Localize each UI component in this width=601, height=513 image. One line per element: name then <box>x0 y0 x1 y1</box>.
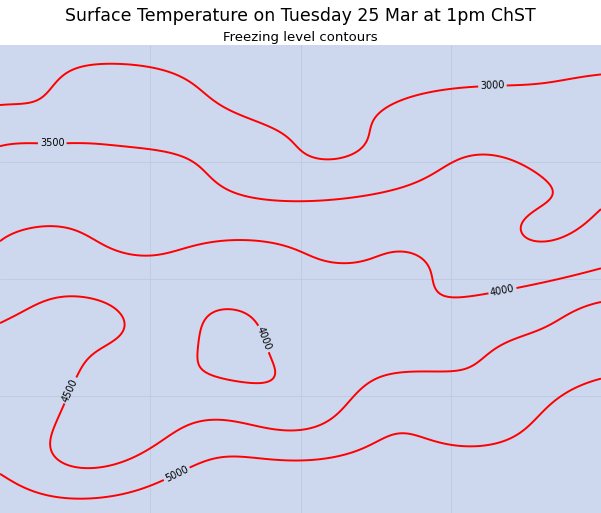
Text: Freezing level contours: Freezing level contours <box>223 30 378 44</box>
Text: 4500: 4500 <box>61 377 80 404</box>
Text: 4000: 4000 <box>490 284 516 298</box>
Text: Surface Temperature on Tuesday 25 Mar at 1pm ChST: Surface Temperature on Tuesday 25 Mar at… <box>65 7 536 25</box>
Text: 5000: 5000 <box>163 464 190 484</box>
Text: 3000: 3000 <box>480 81 505 91</box>
Text: 3500: 3500 <box>40 139 64 148</box>
Text: 4000: 4000 <box>255 326 273 352</box>
